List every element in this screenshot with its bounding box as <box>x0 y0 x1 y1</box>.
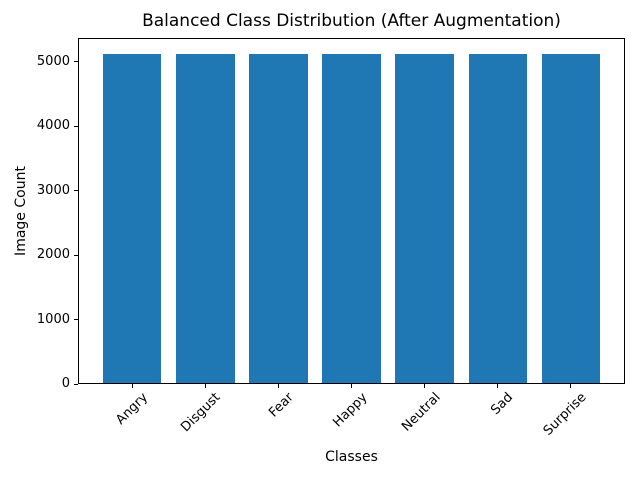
y-axis-label: Image Count <box>13 166 29 256</box>
x-tick-label-angry: Angry <box>112 390 151 428</box>
bar-angry <box>102 54 162 384</box>
bar-happy <box>322 54 381 384</box>
x-tick-label-fear: Fear <box>266 390 298 421</box>
y-tick-mark <box>74 254 78 256</box>
y-tick-label: 5000 <box>36 53 70 69</box>
x-tick-mark <box>497 384 499 388</box>
x-tick-mark <box>277 384 279 388</box>
bar-surprise <box>541 54 601 384</box>
x-tick-label-disgust: Disgust <box>178 390 224 436</box>
x-tick-label-sad: Sad <box>488 390 517 418</box>
x-tick-mark <box>424 384 426 388</box>
bar-fear <box>249 54 308 384</box>
x-axis-label: Classes <box>325 449 378 465</box>
bar-disgust <box>176 54 235 384</box>
x-tick-mark <box>351 384 352 388</box>
y-tick-mark <box>74 190 78 191</box>
x-tick-label-surprise: Surprise <box>540 390 590 439</box>
bar-neutral <box>395 54 454 384</box>
y-tick-label: 4000 <box>36 118 70 133</box>
x-tick-label-neutral: Neutral <box>398 390 444 435</box>
y-tick-label: 1000 <box>36 311 70 327</box>
chart-title: Balanced Class Distribution (After Augme… <box>142 11 561 31</box>
x-tick-mark <box>570 384 572 388</box>
y-tick-label: 3000 <box>36 182 70 198</box>
y-tick-mark <box>74 383 78 385</box>
y-tick-label: 2000 <box>36 247 70 262</box>
x-tick-mark <box>204 384 206 388</box>
y-tick-label: 0 <box>61 376 70 391</box>
x-tick-label-happy: Happy <box>329 390 371 431</box>
y-tick-mark <box>74 319 78 320</box>
y-tick-mark <box>74 125 78 127</box>
bar-sad <box>468 54 527 384</box>
x-tick-mark <box>131 384 133 388</box>
y-tick-mark <box>74 61 78 62</box>
